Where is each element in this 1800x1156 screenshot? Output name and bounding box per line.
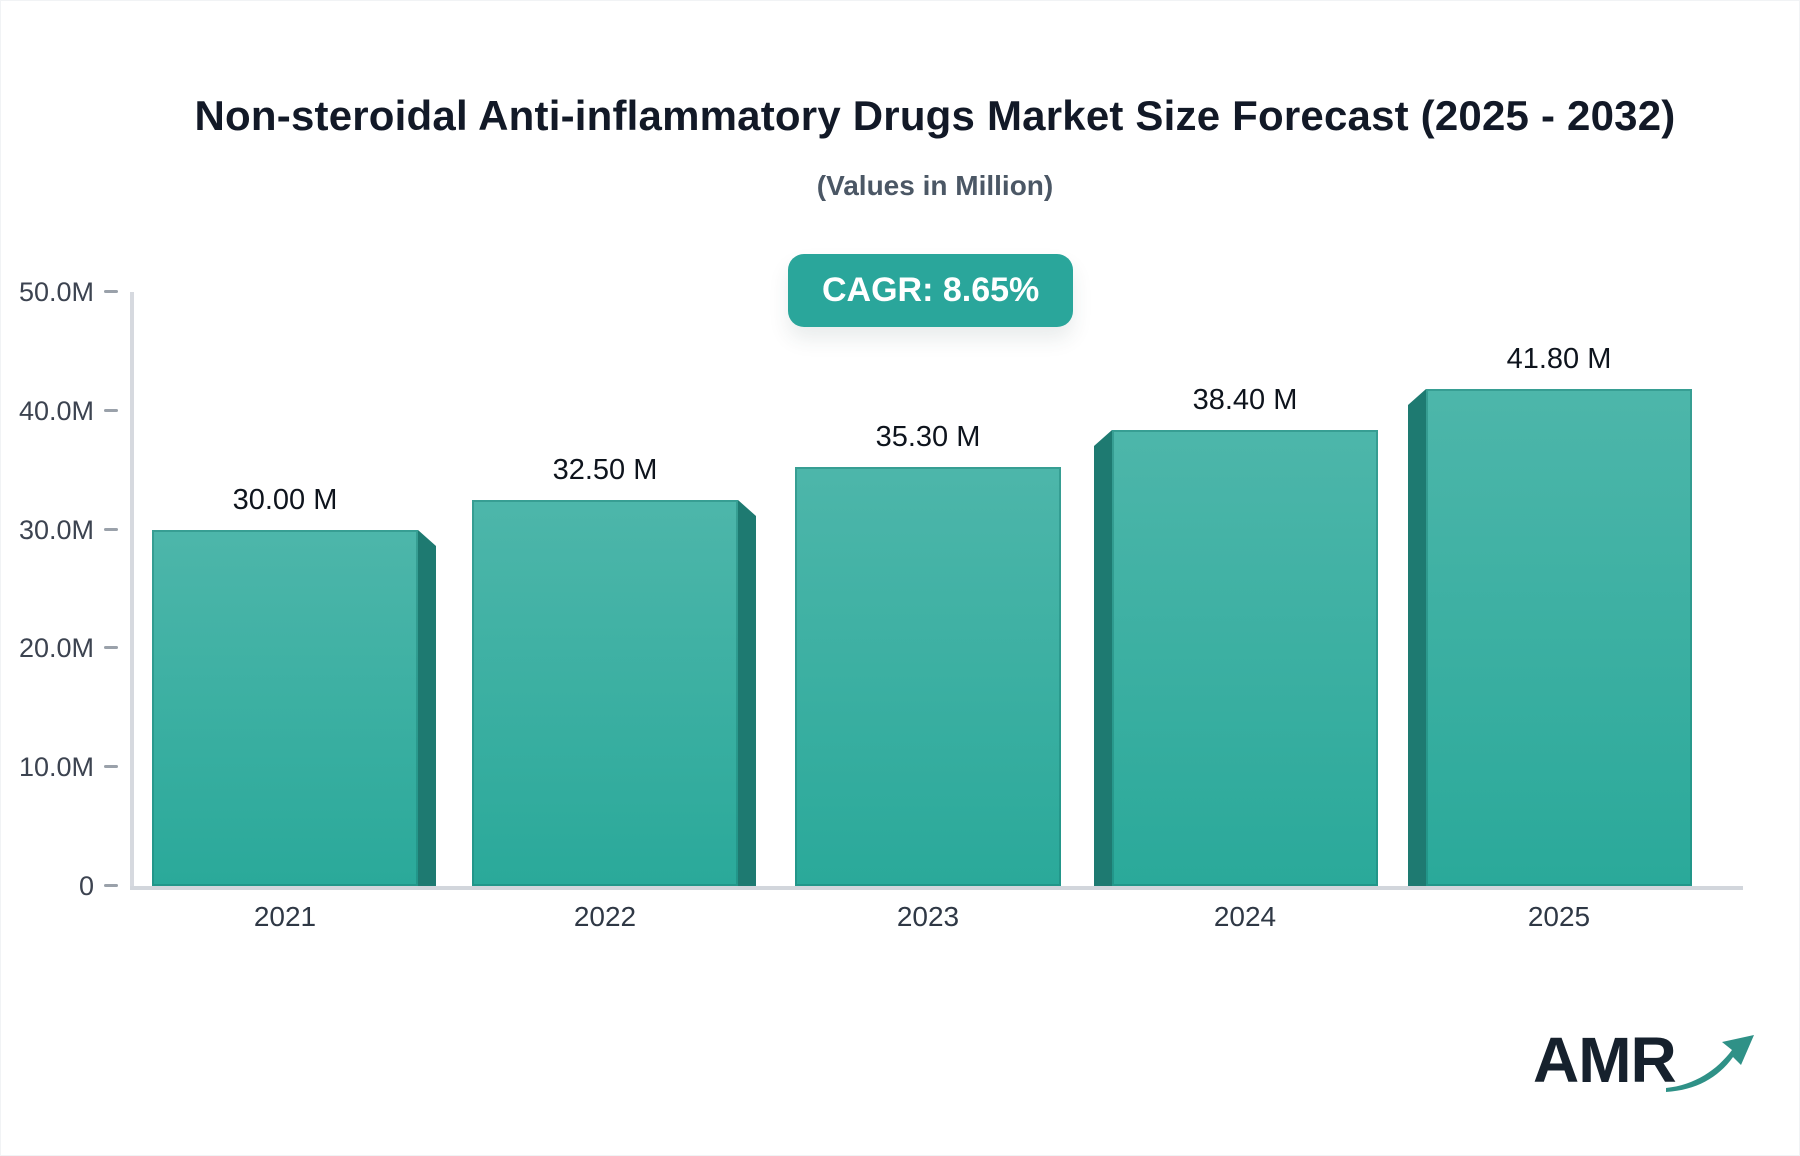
bar-side-face	[1094, 430, 1112, 886]
x-axis-label-2025: 2025	[1527, 901, 1591, 932]
bar-value-label: 35.30 M	[875, 421, 981, 453]
bar-2021	[152, 530, 418, 886]
bar-value-label: 38.40 M	[1192, 384, 1298, 416]
bar-side-face	[418, 530, 436, 886]
bar-value-label: 41.80 M	[1506, 343, 1612, 375]
chart-subtitle: (Values in Million)	[816, 170, 1054, 201]
x-axis-label-2022: 2022	[573, 901, 637, 932]
y-tick-dash	[104, 884, 118, 887]
y-tick-dash	[104, 646, 118, 649]
y-tick-label: 30.0M	[18, 515, 94, 545]
y-axis-line	[130, 292, 134, 890]
cagr-badge: CAGR: 8.65%	[788, 254, 1074, 327]
bar-side-face	[1408, 389, 1426, 886]
y-tick-label: 20.0M	[18, 633, 94, 663]
bar-2024	[1112, 430, 1378, 886]
x-axis-label-2021: 2021	[253, 901, 317, 932]
x-axis-label-2024: 2024	[1213, 901, 1277, 932]
bar-side-face	[738, 500, 756, 886]
bar-value-label: 32.50 M	[552, 454, 658, 486]
y-tick-dash	[104, 528, 118, 531]
y-tick-dash	[104, 290, 118, 293]
y-tick-dash	[104, 765, 118, 768]
y-tick-dash	[104, 409, 118, 412]
bar-2022	[472, 500, 738, 886]
bar-value-label: 30.00 M	[232, 484, 338, 516]
amr-logo-text: AMR	[1533, 1024, 1677, 1096]
x-axis-line	[130, 886, 1743, 890]
y-tick-label: 50.0M	[18, 277, 94, 307]
amr-logo: AMR	[1533, 1028, 1776, 1107]
y-tick-label: 0	[78, 871, 94, 901]
x-axis-label-2023: 2023	[896, 901, 960, 932]
bar-2023	[795, 467, 1061, 886]
growth-arrow-icon	[1664, 1030, 1776, 1107]
y-tick-label: 10.0M	[18, 752, 94, 782]
y-tick-label: 40.0M	[18, 396, 94, 426]
chart-title: Non-steroidal Anti-inflammatory Drugs Ma…	[194, 92, 1676, 139]
bar-2025	[1426, 389, 1692, 886]
